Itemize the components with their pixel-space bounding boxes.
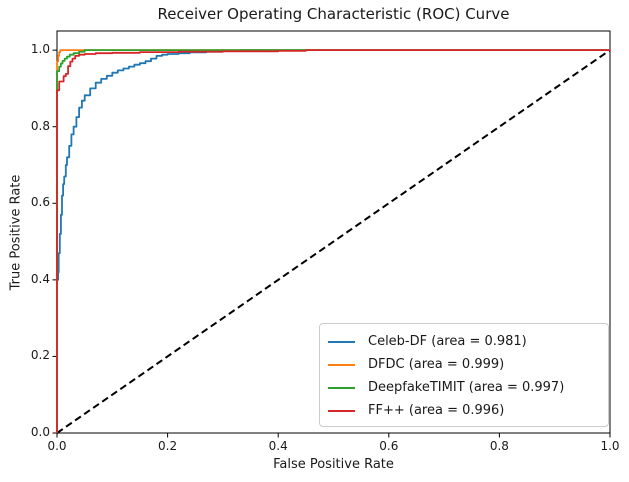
legend-label: Celeb-DF (area = 0.981) — [368, 334, 527, 349]
chart-title: Receiver Operating Characteristic (ROC) … — [157, 5, 510, 23]
legend: Celeb-DF (area = 0.981) DFDC (area = 0.99… — [319, 323, 609, 427]
legend-label: FF++ (area = 0.996) — [368, 403, 505, 418]
x-tick-label: 0.6 — [379, 439, 399, 453]
legend-item: DFDC (area = 0.999) — [328, 353, 600, 376]
y-tick-label: 1.0 — [30, 42, 50, 57]
x-tick-label: 0.2 — [158, 439, 178, 453]
legend-line-swatch — [328, 363, 355, 366]
y-axis-label: True Positive Rate — [8, 174, 24, 291]
x-tick-label: 0.4 — [268, 439, 288, 453]
legend-label: DeepfakeTIMIT (area = 0.997) — [368, 380, 565, 395]
x-tick-label: 0.0 — [47, 439, 67, 453]
legend-item: Celeb-DF (area = 0.981) — [328, 330, 600, 353]
legend-item: FF++ (area = 0.996) — [328, 399, 600, 422]
legend-label: DFDC (area = 0.999) — [368, 357, 505, 372]
x-tick-label: 1.0 — [600, 439, 620, 453]
x-axis-label: False Positive Rate — [273, 457, 394, 472]
y-tick-label: 0.2 — [30, 348, 50, 363]
y-tick-label: 0.6 — [30, 195, 50, 210]
legend-item: DeepfakeTIMIT (area = 0.997) — [328, 376, 600, 399]
y-tick-label: 0.4 — [30, 271, 50, 286]
y-tick-label: 0.8 — [30, 118, 50, 133]
legend-line-swatch — [328, 386, 355, 389]
legend-line-swatch — [328, 340, 355, 343]
legend-line-swatch — [328, 409, 355, 412]
y-tick-label: 0.0 — [30, 425, 50, 439]
x-tick-label: 0.8 — [489, 439, 509, 453]
